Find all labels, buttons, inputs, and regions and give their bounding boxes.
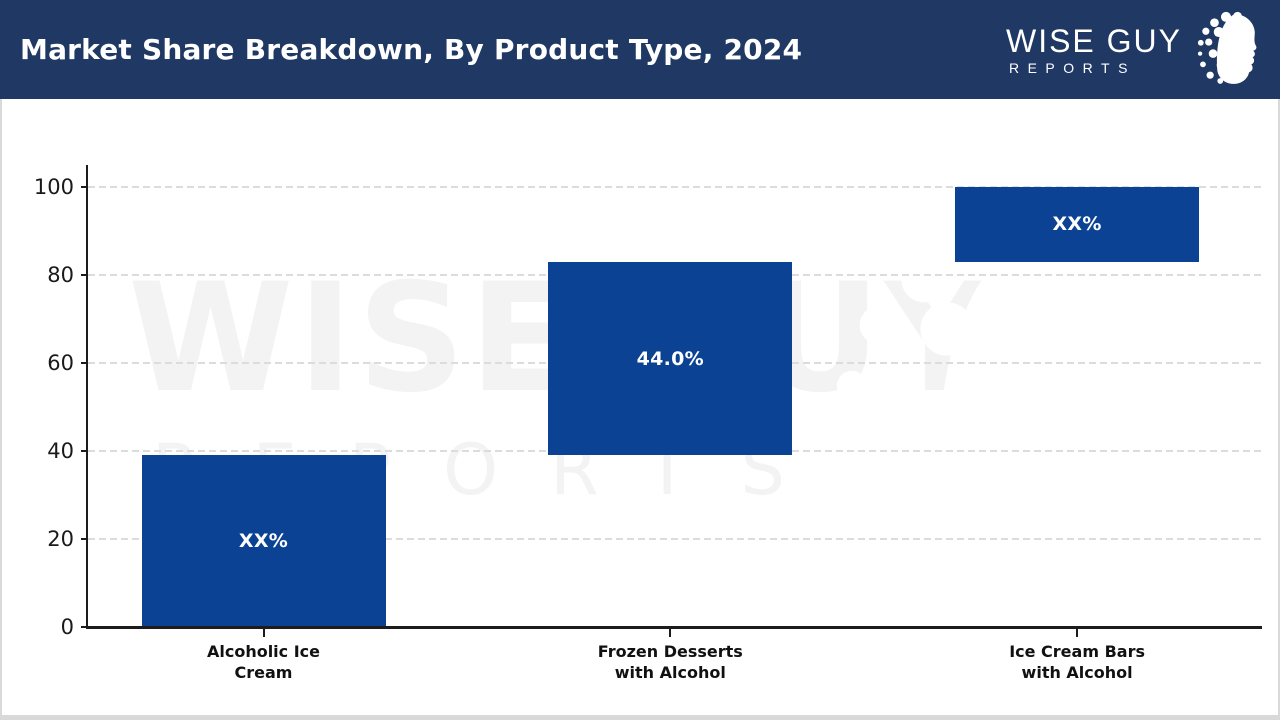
y-tick-label: 100 (33, 175, 74, 199)
y-tick-label: 80 (47, 263, 74, 287)
x-tick-mark (1076, 629, 1079, 637)
x-tick-mark (262, 629, 265, 637)
x-category-label: Frozen Desserts with Alcohol (597, 642, 743, 682)
dotted-face-profile-icon (1197, 11, 1257, 84)
bar-value-label: 44.0% (636, 347, 704, 370)
y-tick-label: 60 (47, 351, 74, 375)
logo-text: WISE GUY REPORTS (1006, 25, 1182, 75)
x-axis-line (86, 626, 1262, 629)
y-tick-mark (81, 450, 88, 452)
brand-logo: WISE GUY REPORTS (1006, 8, 1262, 92)
logo-tagline-text: REPORTS (1008, 59, 1136, 76)
y-tick-mark (81, 274, 88, 276)
chart-title: Market Share Breakdown, By Product Type,… (20, 33, 803, 66)
y-tick-mark (81, 362, 88, 364)
bar-value-label: XX% (1052, 213, 1102, 236)
bar-segment: XX% (955, 187, 1200, 262)
y-tick-label: 0 (60, 615, 74, 639)
bar-segment: 44.0% (548, 261, 793, 456)
y-tick-label: 40 (47, 439, 74, 463)
header-bar: Market Share Breakdown, By Product Type,… (0, 0, 1280, 99)
gridline (88, 186, 1262, 188)
bar-segment: XX% (141, 455, 386, 627)
y-axis-line (86, 165, 88, 627)
y-tick-mark (81, 186, 88, 188)
x-category-label: Alcoholic Ice Cream (206, 642, 321, 682)
y-tick-mark (81, 626, 88, 628)
watermark-face-icon (836, 222, 1146, 603)
logo-brand-text: WISE GUY (1005, 22, 1182, 59)
x-tick-mark (669, 629, 672, 637)
bar-value-label: XX% (238, 530, 289, 553)
y-tick-label: 20 (47, 527, 74, 551)
chart-area: WISE GUY REPORTS XX% 44.0% XX% 0 20 40 60 80 10… (0, 99, 1280, 716)
gridline (88, 538, 1262, 540)
x-category-label: Ice Cream Bars with Alcohol (1009, 642, 1145, 682)
y-tick-mark (81, 538, 88, 540)
